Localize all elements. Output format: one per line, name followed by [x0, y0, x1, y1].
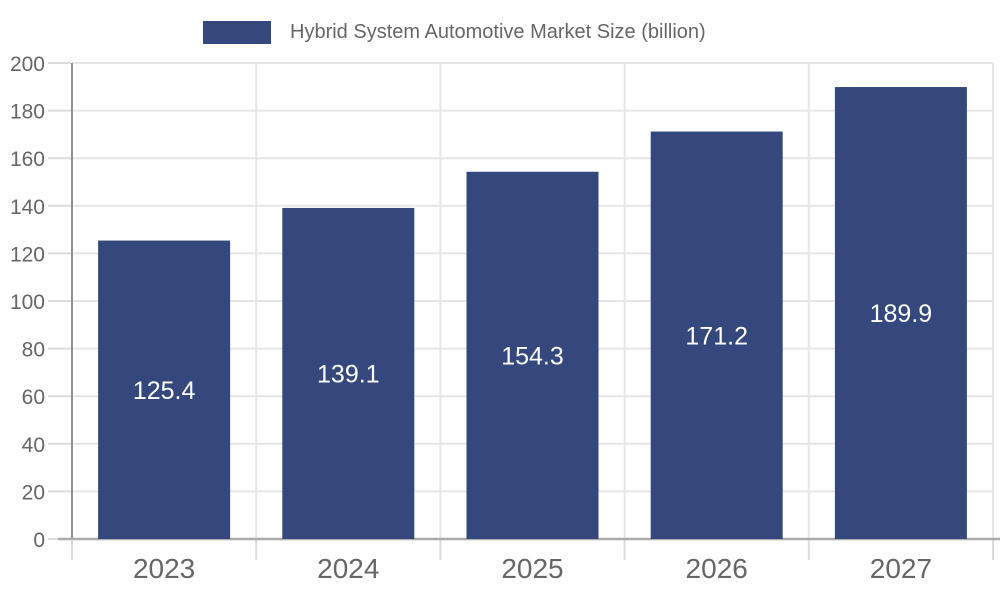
bar-value-label: 139.1: [317, 360, 380, 388]
x-tick-label: 2025: [501, 553, 563, 584]
y-tick-label: 100: [10, 291, 45, 314]
bar-value-label: 154.3: [501, 342, 564, 370]
y-tick-label: 0: [33, 529, 45, 552]
bar-2023: [98, 240, 231, 539]
x-tick-label: 2023: [133, 553, 195, 584]
legend: Hybrid System Automotive Market Size (bi…: [203, 20, 706, 44]
bar-2024: [282, 207, 415, 539]
bar-2026: [650, 131, 783, 539]
y-tick-label: 160: [10, 148, 45, 171]
bar-value-label: 171.2: [685, 322, 748, 350]
legend-label: Hybrid System Automotive Market Size (bi…: [290, 21, 706, 43]
legend-swatch: [203, 20, 271, 44]
y-tick-label: 200: [10, 53, 45, 76]
y-tick-label: 20: [22, 481, 45, 504]
bar-value-label: 125.4: [133, 377, 196, 405]
bar-value-label: 189.9: [870, 300, 933, 328]
bar-2025: [466, 171, 599, 540]
y-tick-label: 80: [22, 339, 45, 362]
x-tick-label: 2026: [686, 553, 748, 584]
y-tick-label: 40: [22, 434, 45, 457]
bar-2027: [834, 87, 967, 540]
y-tick-label: 120: [10, 243, 45, 266]
x-tick-label: 2027: [870, 553, 932, 584]
x-tick-label: 2024: [317, 553, 379, 584]
y-tick-label: 140: [10, 196, 45, 219]
y-tick-label: 60: [22, 386, 45, 409]
y-tick-label: 180: [10, 101, 45, 124]
